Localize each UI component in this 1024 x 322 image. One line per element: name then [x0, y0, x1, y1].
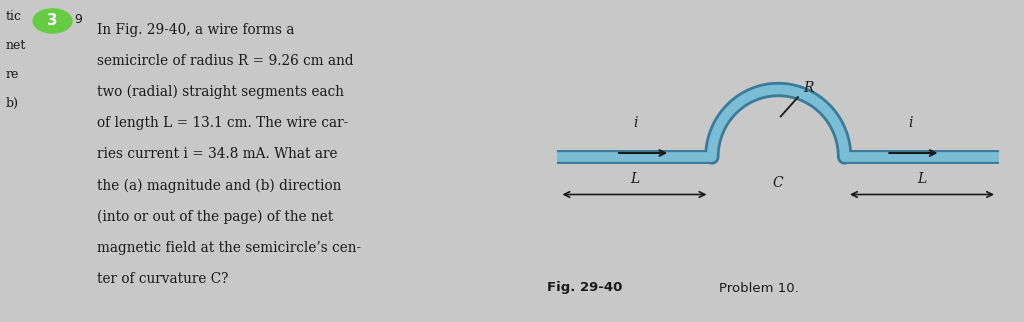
Text: semicircle of radius R = 9.26 cm and: semicircle of radius R = 9.26 cm and [96, 54, 353, 68]
Text: (into or out of the page) of the net: (into or out of the page) of the net [96, 210, 333, 224]
Text: i: i [634, 116, 638, 129]
Text: 9: 9 [75, 13, 83, 26]
Text: tic: tic [5, 10, 22, 23]
Text: R: R [803, 80, 813, 95]
Text: ter of curvature C?: ter of curvature C? [96, 272, 228, 286]
Text: re: re [5, 68, 18, 80]
Text: i: i [908, 116, 913, 129]
Text: net: net [5, 39, 26, 52]
Text: magnetic field at the semicircle’s cen-: magnetic field at the semicircle’s cen- [96, 241, 360, 255]
Text: 3: 3 [47, 14, 57, 28]
Text: of length L = 13.1 cm. The wire car-: of length L = 13.1 cm. The wire car- [96, 116, 348, 130]
Text: the (a) magnitude and (b) direction: the (a) magnitude and (b) direction [96, 179, 341, 193]
Text: L: L [630, 172, 639, 185]
Ellipse shape [33, 9, 72, 33]
Text: Problem 10.: Problem 10. [719, 281, 799, 295]
Text: In Fig. 29-40, a wire forms a: In Fig. 29-40, a wire forms a [96, 23, 294, 36]
Text: ries current i = 34.8 mA. What are: ries current i = 34.8 mA. What are [96, 147, 337, 161]
Text: C: C [773, 176, 783, 190]
Text: b): b) [5, 97, 18, 109]
Text: L: L [918, 172, 927, 185]
Text: Fig. 29-40: Fig. 29-40 [547, 281, 623, 295]
Text: two (radial) straight segments each: two (radial) straight segments each [96, 85, 344, 99]
